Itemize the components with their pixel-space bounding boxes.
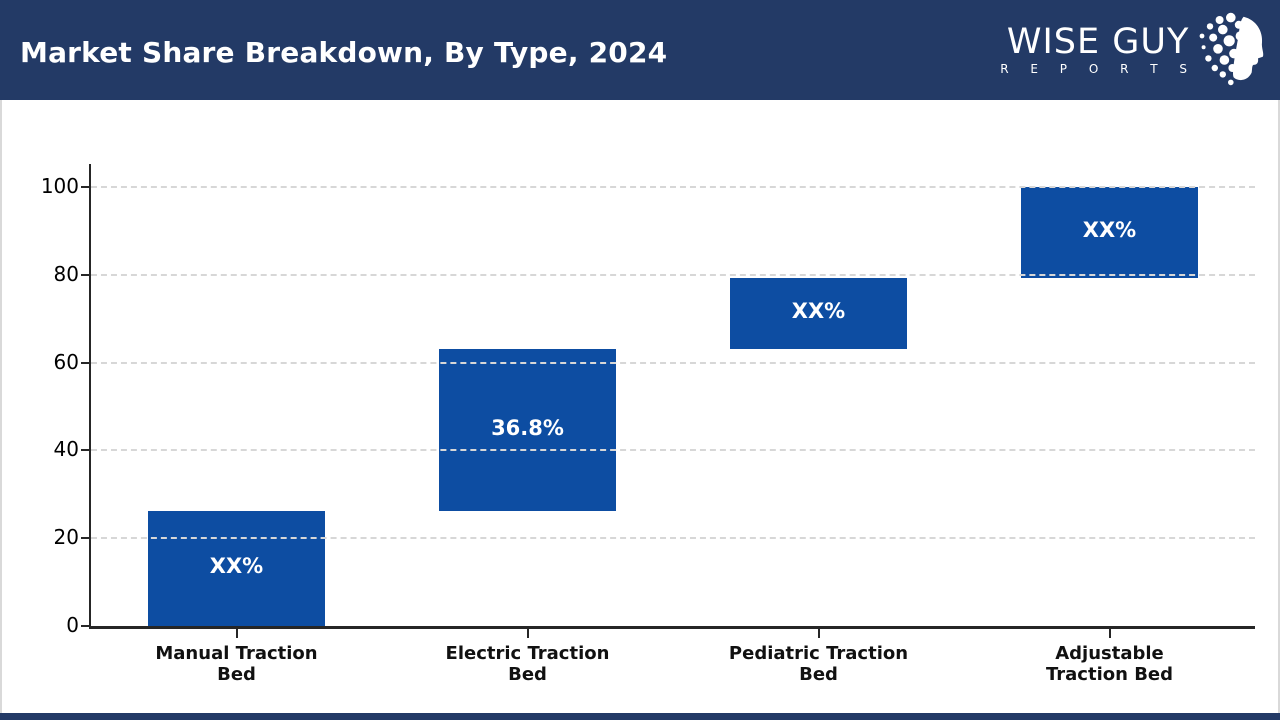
y-tick-60 [81,361,89,364]
logo-subtext: R E P O R T S [1000,62,1196,76]
x-tick-3 [817,629,820,638]
x-category-label-1: Manual Traction Bed [155,643,318,685]
x-tick-4 [1108,629,1111,638]
gridline-40 [91,449,1255,452]
y-tick-40 [81,449,89,452]
gridline-60 [91,361,1255,364]
bar-value-label-3: XX% [791,299,846,324]
chart-title: Market Share Breakdown, By Type, 2024 [20,36,668,69]
y-tick-label-20: 20 [53,525,79,550]
bar-1 [148,510,325,626]
header: Market Share Breakdown, By Type, 2024 WI… [0,0,1280,100]
footer-accent-bar [0,713,1280,720]
plot-area: 0 20 40 60 80 100 XX% Manual Traction Bed 36.8% El… [41,164,1255,685]
y-tick-label-0: 0 [66,613,79,637]
y-tick-20 [81,537,89,540]
wise-guy-reports-logo: WISE GUY R E P O R T S [1000,10,1266,90]
x-tick-1 [235,629,238,638]
bar-value-label-4: XX% [1082,218,1137,243]
y-tick-label-40: 40 [53,437,79,462]
bar-2 [439,348,616,511]
logo-text: WISE GUY R E P O R T S [1000,24,1196,76]
logo-name: WISE GUY [1006,22,1190,62]
bar-3 [730,277,907,349]
x-category-label-3: Pediatric Traction Bed [728,643,909,685]
logo-head-icon [1199,12,1264,86]
y-tick-100 [81,186,89,188]
gridline-80 [91,273,1255,276]
gridline-100 [91,186,1255,188]
y-tick-label-100: 100 [40,174,79,198]
gridline-20 [91,537,1255,540]
y-tick-label-60: 60 [53,349,79,374]
x-category-label-4: Adjustable Traction Bed [1045,643,1174,685]
y-tick-80 [81,273,89,276]
x-category-label-2: Electric Traction Bed [445,643,610,685]
bar-value-label-1: XX% [209,554,264,579]
bar-value-label-2: 36.8% [491,415,564,440]
x-tick-2 [526,629,529,638]
y-tick-label-80: 80 [53,261,79,286]
y-tick-0 [81,625,89,627]
